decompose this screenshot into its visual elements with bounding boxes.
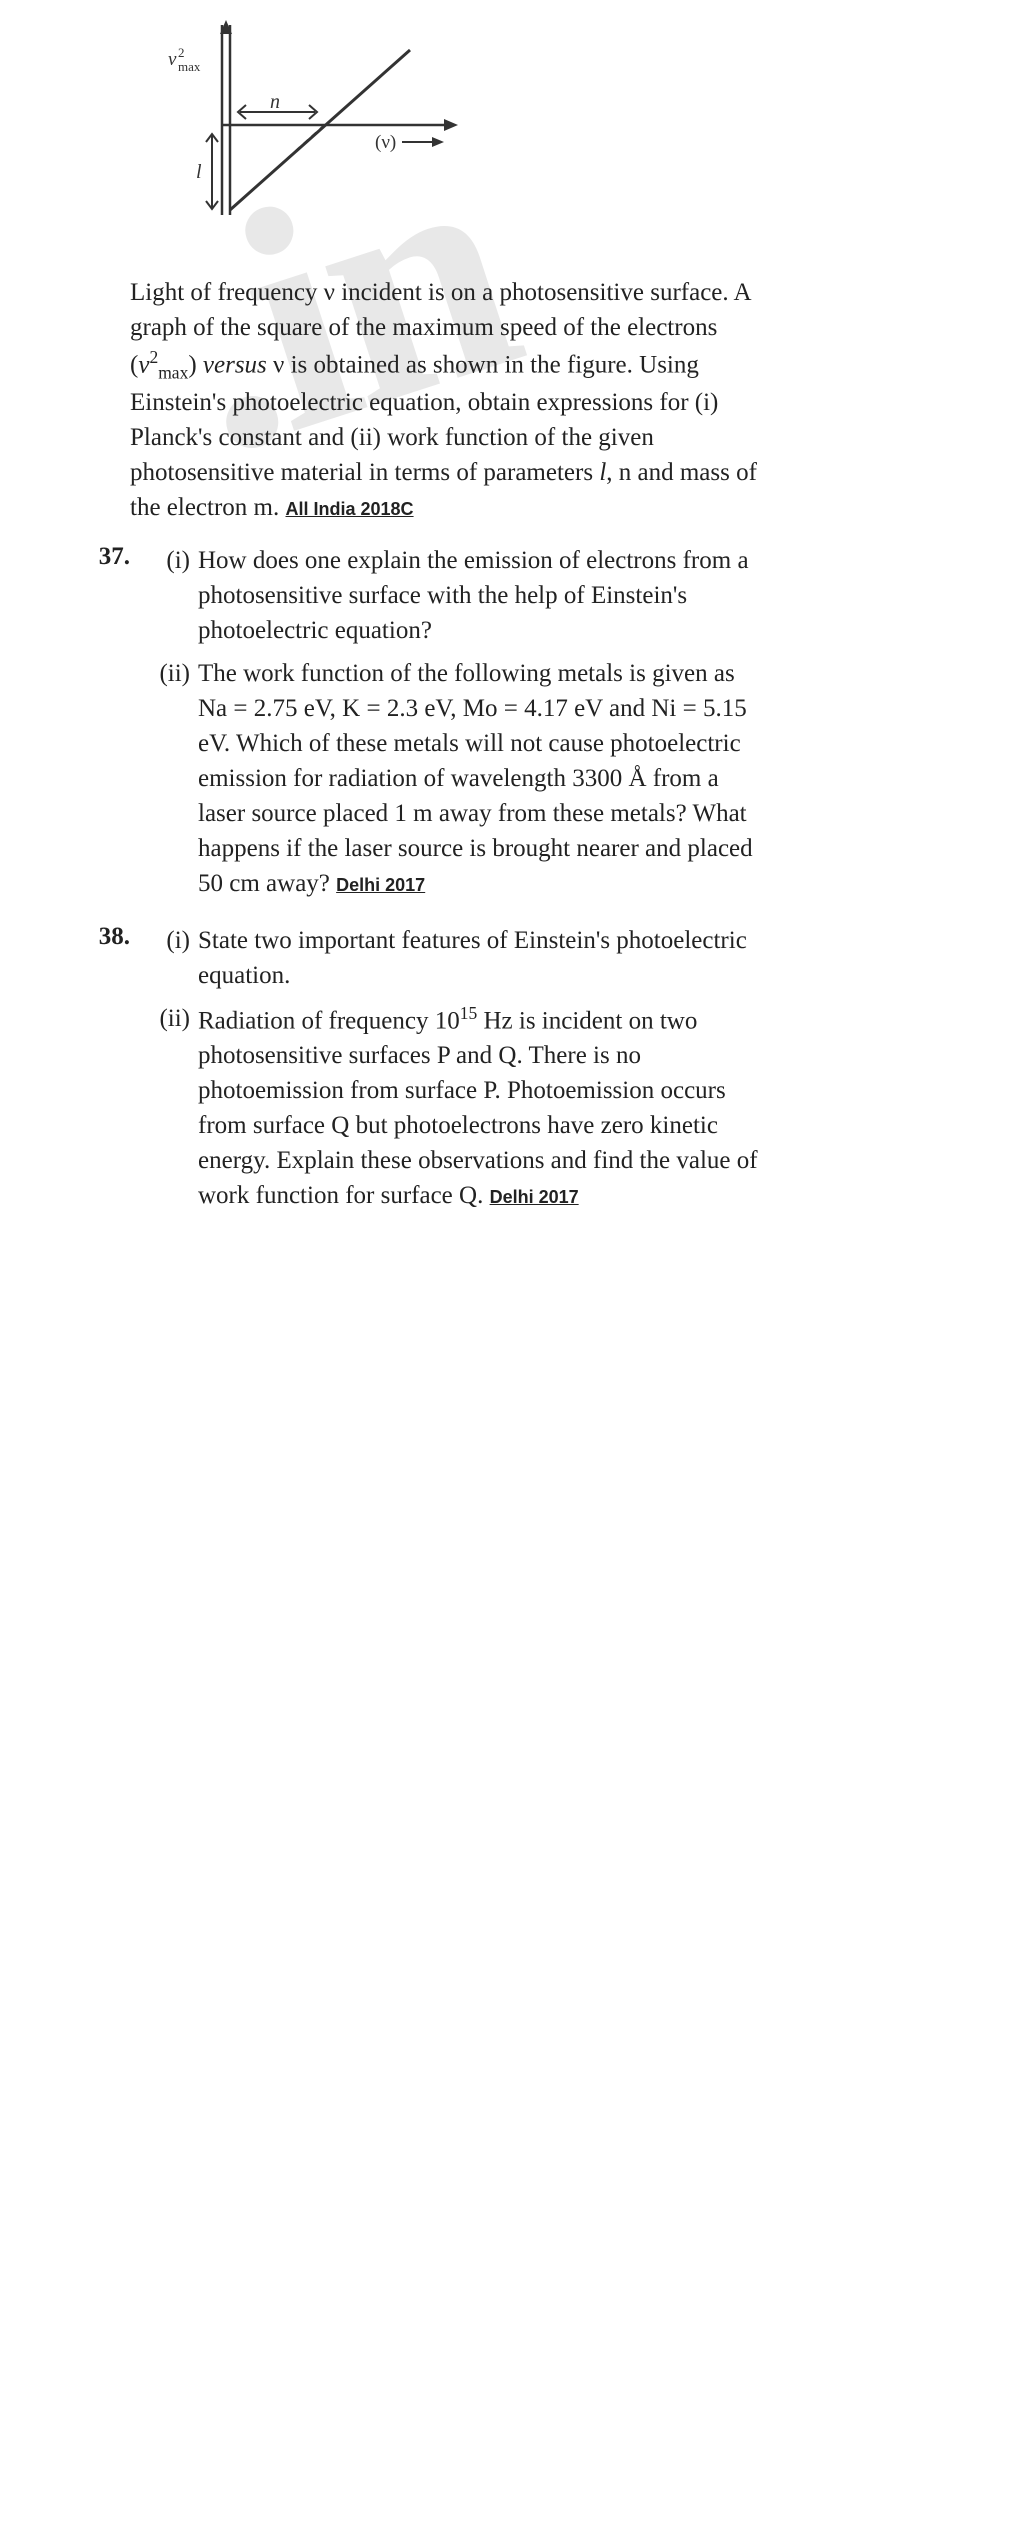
intro-paragraph: Light of frequency ν incident is on a ph…	[130, 275, 760, 525]
page-content: n l v 2 max (ν) Light of frequency ν inc…	[20, 0, 820, 1635]
svg-text:2: 2	[178, 45, 185, 60]
intro-source: All India 2018C	[286, 499, 414, 519]
q37-source: Delhi 2017	[336, 875, 425, 895]
svg-text:max: max	[178, 59, 201, 74]
question-37: 37. (i) How does one explain the emissio…	[80, 543, 760, 909]
versus-word: versus	[203, 351, 267, 378]
q38-i-num: (i)	[142, 923, 198, 993]
q38-part-ii: (ii) Radiation of frequency 1015 Hz is i…	[142, 1001, 760, 1213]
vmax-vs-nu-graph: n l v 2 max (ν)	[150, 20, 470, 250]
q37-body: (i) How does one explain the emission of…	[142, 543, 760, 909]
question-38: 38. (i) State two important features of …	[80, 923, 760, 1221]
q38-part-i: (i) State two important features of Eins…	[142, 923, 760, 993]
q37-ii-text: The work function of the following metal…	[198, 656, 760, 901]
q38-ii-num: (ii)	[142, 1001, 198, 1213]
q38-body: (i) State two important features of Eins…	[142, 923, 760, 1221]
graph-diagram: n l v 2 max (ν)	[150, 20, 760, 255]
q38-source: Delhi 2017	[490, 1187, 579, 1207]
vmax-symbol: v	[138, 351, 149, 378]
q38-i-text: State two important features of Einstein…	[198, 923, 760, 993]
q37-i-text: How does one explain the emission of ele…	[198, 543, 760, 648]
q37-i-num: (i)	[142, 543, 198, 648]
param-n: , n	[606, 459, 631, 486]
n-label: n	[270, 91, 280, 113]
x-axis-label: (ν)	[375, 132, 396, 153]
q38-number: 38.	[80, 923, 142, 951]
q37-part-i: (i) How does one explain the emission of…	[142, 543, 760, 648]
svg-text:l: l	[196, 161, 202, 183]
y-axis-label: v	[168, 49, 177, 70]
intro-text-mid: )	[188, 351, 203, 378]
q38-ii-text: Radiation of frequency 1015 Hz is incide…	[198, 1001, 760, 1213]
q37-number: 37.	[80, 543, 142, 571]
q37-ii-num: (ii)	[142, 656, 198, 901]
q37-part-ii: (ii) The work function of the following …	[142, 656, 760, 901]
